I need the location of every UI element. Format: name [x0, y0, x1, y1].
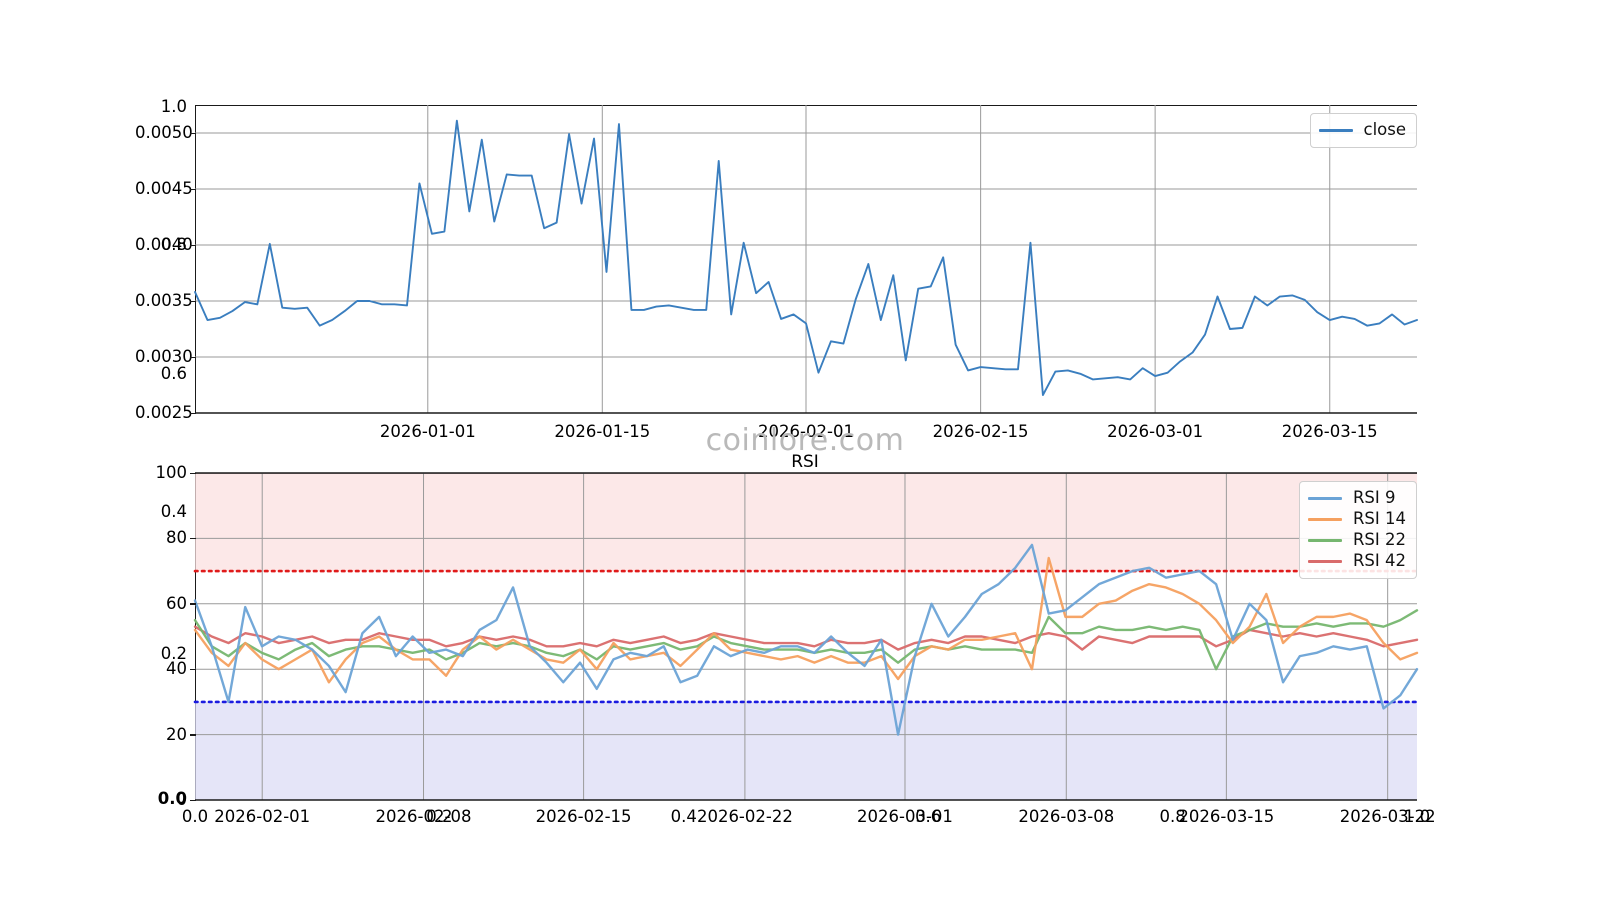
- legend-label-rsi-9: RSI 9: [1352, 488, 1396, 508]
- rsi-x-tick-date-label: 2026-03-01: [857, 807, 953, 826]
- price-y-tick-label: 0.0045: [135, 178, 193, 198]
- rsi-y-tick-label: 40: [166, 658, 187, 678]
- price-x-tick-label: 2026-03-01: [1107, 422, 1204, 441]
- rsi-x-tick-date-label: 2026-03-15: [1178, 807, 1275, 826]
- rsi-x-tick-label-normalized: 0.0: [181, 807, 209, 826]
- price-y-tickmark: [190, 300, 196, 302]
- legend-label-rsi-22: RSI 22: [1352, 530, 1406, 550]
- legend-item-rsi-42: RSI 42: [1307, 551, 1406, 572]
- price-x-tick-label: 2026-01-15: [554, 422, 651, 441]
- rsi-y-tick-label-normalized: 0.2: [160, 643, 187, 663]
- legend-swatch-rsi-42: [1307, 560, 1342, 563]
- legend-item-close: close: [1318, 120, 1407, 141]
- rsi-y-tickmark: [190, 537, 196, 540]
- price-x-tick-label: 2026-02-01: [758, 422, 854, 441]
- rsi-y-tick-label: 20: [166, 724, 187, 744]
- price-y-tick-label-normalized: 0.6: [160, 363, 187, 383]
- price-y-tick-label: 0.0030: [135, 346, 193, 366]
- rsi-y-tick-label-normalized: 0.0: [157, 788, 187, 808]
- price-x-tick-label: 2026-01-01: [379, 422, 476, 441]
- legend-label-rsi-14: RSI 14: [1352, 509, 1406, 529]
- rsi-x-tick-label-normalized: 1.0: [1403, 807, 1431, 826]
- rsi-y-tick-label: 60: [166, 593, 187, 613]
- price-y-tick-label: 0.0025: [135, 402, 193, 422]
- rsi-x-tick-label-normalized: 0.2: [426, 807, 453, 826]
- rsi-x-tick-label-normalized: 0.4: [670, 807, 697, 826]
- legend-item-rsi-9: RSI 9: [1307, 488, 1406, 509]
- rsi-y-tickmark: [190, 472, 196, 474]
- legend-swatch-close: [1318, 129, 1353, 132]
- legend-item-rsi-14: RSI 14: [1307, 509, 1406, 530]
- price-y-tickmark: [190, 244, 196, 246]
- legend-swatch-rsi-14: [1307, 518, 1342, 521]
- price-y-tickmark: [190, 188, 196, 190]
- price-chart-panel: close: [194, 105, 1418, 414]
- price-y-tick-label: 0.0050: [135, 122, 193, 142]
- rsi-x-tick-label-normalized: 0.8: [1159, 807, 1186, 826]
- rsi-x-tick-date-label: 2026-02-08: [375, 807, 472, 826]
- rsi-y-tick-label: 100: [155, 462, 188, 482]
- rsi-chart-panel: RSI 9 RSI 14 RSI 22 RSI 42: [193, 472, 1419, 801]
- legend-swatch-rsi-22: [1307, 539, 1342, 542]
- rsi-title: RSI: [791, 452, 819, 472]
- rsi-x-tick-date-label: 2026-03-22: [1339, 807, 1436, 826]
- rsi-x-tick-date-label: 2026-03-08: [1018, 807, 1115, 826]
- price-legend[interactable]: close: [1309, 113, 1417, 148]
- rsi-y-tickmark: [190, 668, 196, 671]
- rsi-x-tick-label-normalized: 0.6: [915, 807, 942, 826]
- price-y-tick-label-normalized: 1.0: [160, 96, 187, 116]
- rsi-legend[interactable]: RSI 9 RSI 14 RSI 22 RSI 42: [1298, 481, 1417, 579]
- price-x-tick-label: 2026-02-15: [932, 422, 1029, 441]
- rsi-y-tick-label-normalized: 0.4: [160, 501, 187, 521]
- legend-item-rsi-22: RSI 22: [1307, 530, 1406, 551]
- rsi-y-tickmark: [190, 603, 196, 605]
- rsi-x-tick-date-label: 2026-02-22: [696, 807, 793, 826]
- price-y-tickmark: [190, 412, 196, 414]
- rsi-x-tick-date-label: 2026-02-15: [535, 807, 632, 826]
- legend-swatch-rsi-9: [1307, 497, 1342, 500]
- price-plot-area: [194, 105, 1418, 414]
- price-y-tick-label: 0.0040: [135, 234, 193, 254]
- rsi-x-tick-date-label: 2026-02-01: [214, 807, 311, 826]
- legend-label-rsi-42: RSI 42: [1352, 551, 1406, 571]
- rsi-y-tick-label: 80: [166, 528, 187, 548]
- rsi-y-tick-label: 0: [176, 789, 188, 809]
- price-y-tick-label-normalized: 0.8: [160, 234, 187, 254]
- rsi-plot-area: [193, 472, 1419, 801]
- price-y-tickmark: [190, 132, 196, 134]
- rsi-y-tickmark: [190, 734, 196, 736]
- legend-label-close: close: [1363, 120, 1407, 140]
- price-x-tick-label: 2026-03-15: [1281, 422, 1378, 441]
- price-y-tickmark: [190, 356, 196, 358]
- price-y-tick-label: 0.0035: [135, 290, 193, 310]
- rsi-y-tickmark: [190, 799, 196, 801]
